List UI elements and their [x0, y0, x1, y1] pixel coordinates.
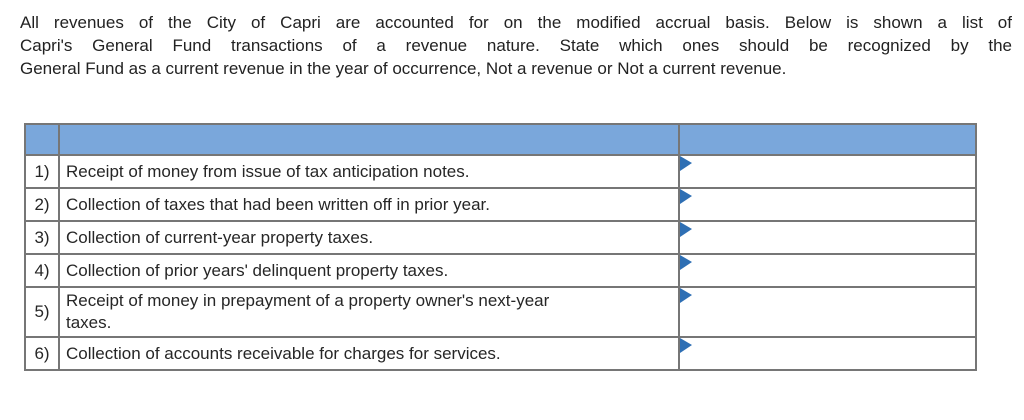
instructions-line: Capri's General Fund transactions of a r…	[20, 36, 1012, 55]
answer-dropdown-cell[interactable]	[678, 336, 977, 371]
transaction-description: Collection of accounts receivable for ch…	[58, 336, 680, 371]
row-number: 4)	[24, 253, 60, 288]
instructions-line: All revenues of the City of Capri are ac…	[20, 13, 1012, 32]
answer-dropdown-cell[interactable]	[678, 154, 977, 189]
instructions-line: General Fund as a current revenue in the…	[20, 59, 787, 78]
row-number: 2)	[24, 187, 60, 222]
table-header-row	[24, 123, 977, 156]
dropdown-marker-icon	[680, 222, 692, 237]
transaction-description: Collection of prior years' delinquent pr…	[58, 253, 680, 288]
header-cell-transaction	[58, 123, 680, 156]
answer-dropdown-cell[interactable]	[678, 187, 977, 222]
dropdown-marker-icon	[680, 255, 692, 270]
table-row: 3) Collection of current-year property t…	[24, 220, 977, 255]
header-cell-answer	[678, 123, 977, 156]
question-instructions: All revenues of the City of Capri are ac…	[20, 11, 1012, 80]
answer-dropdown-cell[interactable]	[678, 253, 977, 288]
transactions-table: 1) Receipt of money from issue of tax an…	[24, 123, 977, 371]
table-row: 4) Collection of prior years' delinquent…	[24, 253, 977, 288]
header-cell-number	[24, 123, 60, 156]
dropdown-marker-icon	[680, 338, 692, 353]
dropdown-marker-icon	[680, 288, 692, 303]
table-row: 2) Collection of taxes that had been wri…	[24, 187, 977, 222]
table-row: 5) Receipt of money in prepayment of a p…	[24, 286, 977, 338]
transaction-description: Receipt of money from issue of tax antic…	[58, 154, 680, 189]
row-number: 6)	[24, 336, 60, 371]
table-row: 6) Collection of accounts receivable for…	[24, 336, 977, 371]
dropdown-marker-icon	[680, 189, 692, 204]
transaction-description: Receipt of money in prepayment of a prop…	[58, 286, 680, 338]
answer-dropdown-cell[interactable]	[678, 220, 977, 255]
table-row: 1) Receipt of money from issue of tax an…	[24, 154, 977, 189]
transaction-description: Collection of taxes that had been writte…	[58, 187, 680, 222]
row-number: 5)	[24, 286, 60, 338]
row-number: 3)	[24, 220, 60, 255]
answer-dropdown-cell[interactable]	[678, 286, 977, 338]
row-number: 1)	[24, 154, 60, 189]
transaction-description: Collection of current-year property taxe…	[58, 220, 680, 255]
dropdown-marker-icon	[680, 156, 692, 171]
